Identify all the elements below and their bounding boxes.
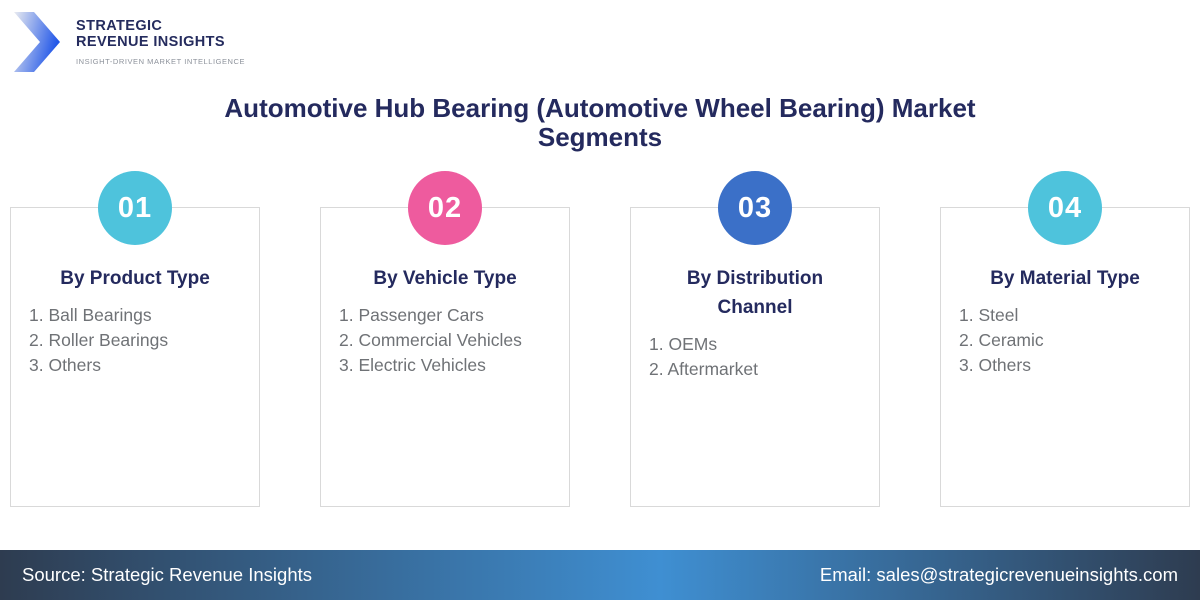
segment-item: 2. Commercial Vehicles [339,330,522,350]
segment-card-product-type: 01 By Product Type 1. Ball Bearings 2. R… [10,171,260,507]
segment-title: By Vehicle Type [373,268,517,289]
segment-list: 1. Ball Bearings 2. Roller Bearings 3. O… [11,303,259,378]
segment-item: 3. Others [959,355,1031,375]
segment-list: 1. OEMs 2. Aftermarket [631,332,879,382]
segment-badge-01: 01 [98,171,172,245]
segment-item: 1. OEMs [649,334,718,354]
footer-bar: Source: Strategic Revenue Insights Email… [0,550,1200,600]
page-title: Automotive Hub Bearing (Automotive Wheel… [0,94,1200,152]
brand-name-line2: REVENUE INSIGHTS [76,34,226,50]
segment-card-distribution-channel: 03 By Distribution Channel 1. OEMs 2. Af… [630,171,880,507]
segment-badge-03: 03 [718,171,792,245]
segment-badge-02: 02 [408,171,482,245]
brand-text-block: STRATEGIC REVENUE INSIGHTS INSIGHT-DRIVE… [76,18,245,66]
segment-item: 2. Roller Bearings [29,330,169,350]
segment-item: 1. Passenger Cars [339,305,484,325]
segment-item: 1. Ball Bearings [29,305,152,325]
segment-title: By Material Type [990,268,1140,289]
segment-item: 1. Steel [959,305,1019,325]
segment-badge-04: 04 [1028,171,1102,245]
brand-name-line1: STRATEGIC [76,18,163,34]
footer-email: Email: sales@strategicrevenueinsights.co… [819,564,1178,585]
segment-item: 3. Electric Vehicles [339,355,486,375]
page-title-line2: Segments [537,122,663,152]
segment-item: 2. Aftermarket [649,359,758,379]
footer-source: Source: Strategic Revenue Insights [22,564,312,585]
page-title-line1: Automotive Hub Bearing (Automotive Wheel… [224,93,976,123]
segment-cards-row: 01 By Product Type 1. Ball Bearings 2. R… [10,171,1190,507]
segment-list: 1. Passenger Cars 2. Commercial Vehicles… [321,303,569,378]
segment-title: By Distribution Channel [686,268,824,318]
segment-item: 3. Others [29,355,101,375]
brand-tagline: INSIGHT-DRIVEN MARKET INTELLIGENCE [76,57,246,66]
chevron-logo-icon [14,12,60,72]
segment-card-material-type: 04 By Material Type 1. Steel 2. Ceramic … [940,171,1190,507]
segment-item: 2. Ceramic [959,330,1044,350]
segment-list: 1. Steel 2. Ceramic 3. Others [941,303,1189,378]
segment-title: By Product Type [60,268,210,289]
brand-logo: STRATEGIC REVENUE INSIGHTS INSIGHT-DRIVE… [14,12,245,72]
segment-card-vehicle-type: 02 By Vehicle Type 1. Passenger Cars 2. … [320,171,570,507]
